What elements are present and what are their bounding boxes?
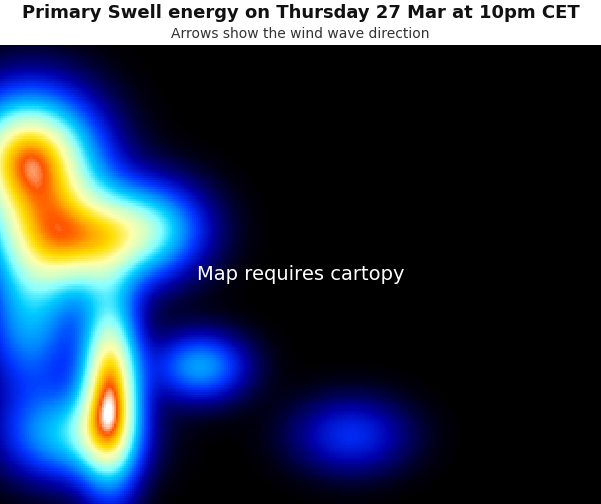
Text: Primary Swell energy on Thursday 27 Mar at 10pm CET: Primary Swell energy on Thursday 27 Mar … <box>22 4 579 22</box>
Text: Arrows show the wind wave direction: Arrows show the wind wave direction <box>171 27 430 41</box>
Text: Map requires cartopy: Map requires cartopy <box>197 265 404 284</box>
